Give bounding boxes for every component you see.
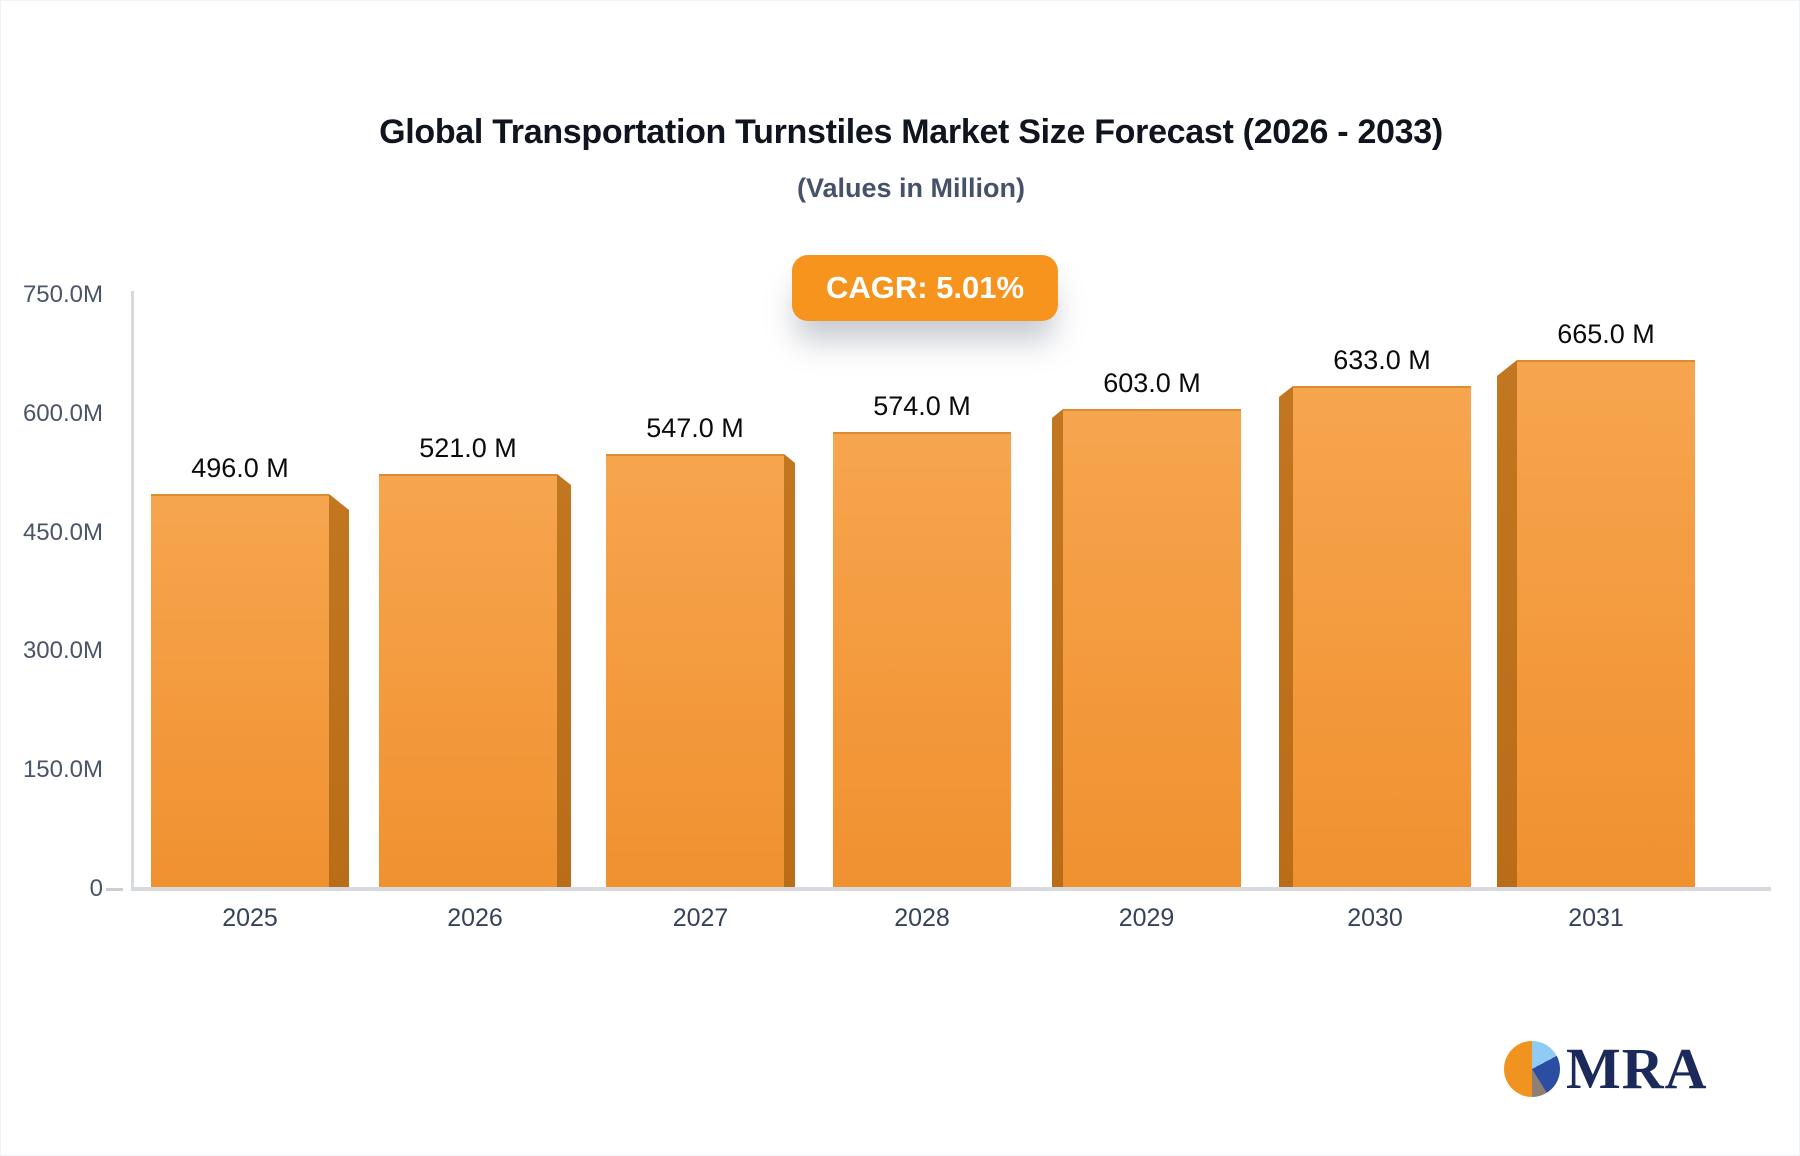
bar-value-label-2026: 521.0 M <box>419 433 517 463</box>
pie-chart-logo-icon <box>1504 1041 1560 1097</box>
x-axis-tick-label-2030: 2030 <box>1347 904 1403 932</box>
bar-value-label-2027: 547.0 M <box>646 413 744 443</box>
x-axis-tick-label-2026: 2026 <box>447 904 503 932</box>
bar-2027[interactable] <box>606 454 784 887</box>
x-axis-line <box>131 887 1771 891</box>
brand-logo: MRA <box>1504 1036 1708 1101</box>
bar-value-label-2030: 633.0 M <box>1333 345 1431 375</box>
bar-value-label-2031: 665.0 M <box>1557 319 1655 349</box>
x-axis-tick-label-2029: 2029 <box>1118 904 1175 932</box>
bar-value-label-2028: 574.0 M <box>873 391 971 421</box>
x-axis-tick-label-2025: 2025 <box>222 904 278 932</box>
bar-2026[interactable] <box>379 474 557 887</box>
y-axis-tick-label: 750.0M <box>22 281 103 308</box>
y-axis-line <box>131 291 134 889</box>
y-axis-tick-label: 0 <box>89 875 103 902</box>
x-axis-tick-label-2031: 2031 <box>1568 904 1624 932</box>
chart-title: Global Transportation Turnstiles Market … <box>379 113 1443 151</box>
bar-value-label-2029: 603.0 M <box>1103 368 1201 398</box>
bar-2031[interactable] <box>1517 360 1695 887</box>
chart-subtitle: (Values in Million) <box>796 173 1026 203</box>
bar-3d-side-2030 <box>1279 386 1293 887</box>
zero-tick-mark <box>106 888 123 891</box>
bar-3d-side-2025 <box>329 494 349 887</box>
y-axis-tick-label: 600.0M <box>22 399 103 427</box>
bar-3d-side-2029 <box>1052 409 1063 887</box>
bar-2025[interactable] <box>151 494 329 887</box>
y-axis-tick-label: 150.0M <box>22 756 103 784</box>
bar-value-label-2025: 496.0 M <box>191 453 289 483</box>
brand-logo-text: MRA <box>1566 1036 1708 1101</box>
y-axis-tick-label: 300.0M <box>22 637 103 665</box>
bar-3d-side-2027 <box>784 454 795 887</box>
bar-2029[interactable] <box>1063 409 1241 887</box>
bar-2028[interactable] <box>833 432 1011 887</box>
cagr-badge: CAGR: 5.01% <box>791 255 1059 321</box>
y-axis-tick-label: 450.0M <box>22 518 103 546</box>
x-axis-tick-label-2028: 2028 <box>894 904 950 932</box>
bar-3d-side-2026 <box>557 474 571 887</box>
bar-3d-side-2031 <box>1497 360 1517 887</box>
bar-2030[interactable] <box>1293 386 1471 887</box>
x-axis-tick-label-2027: 2027 <box>672 904 729 932</box>
